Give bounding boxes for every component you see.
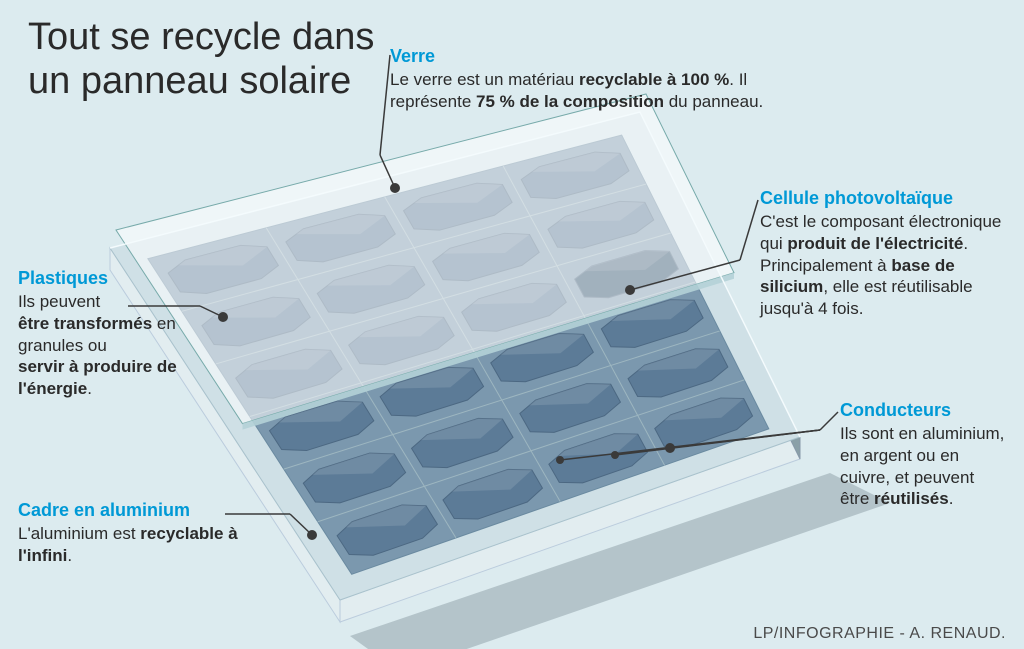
callout-conducteurs: Conducteurs Ils sont en aluminium, en ar… [840,400,1008,510]
callout-verre: Verre Le verre est un matériau recyclabl… [390,46,820,113]
callout-heading: Plastiques [18,268,188,289]
credit-line: LP/INFOGRAPHIE - A. RENAUD. [753,625,1006,643]
callout-plastiques: Plastiques Ils peuvent être transfor​més… [18,268,188,400]
callout-heading: Cellule photovoltaïque [760,188,1012,209]
callout-body: C'est le composant électronique qui prod… [760,211,1012,320]
callout-cellule: Cellule photovoltaïque C'est le composan… [760,188,1012,320]
callout-heading: Cadre en aluminium [18,500,278,521]
callout-cadre: Cadre en aluminium L'aluminium est recyc… [18,500,278,567]
title-line1: Tout se recycle dans [28,16,374,58]
callout-heading: Verre [390,46,820,67]
callout-body: Ils sont en aluminium, en argent ou en c… [840,423,1008,510]
title-line2: un panneau solaire [28,60,351,102]
callout-heading: Conducteurs [840,400,1008,421]
infographic-stage: Tout se recycle dans un panneau solaire … [0,0,1024,649]
callout-body: Le verre est un matériau recyclable à 10… [390,69,820,113]
callout-body: Ils peuvent être transfor​més en granule… [18,291,188,400]
callout-body: L'aluminium est recyclable à l'infini. [18,523,278,567]
main-title: Tout se recycle dans un panneau solaire [28,16,374,103]
